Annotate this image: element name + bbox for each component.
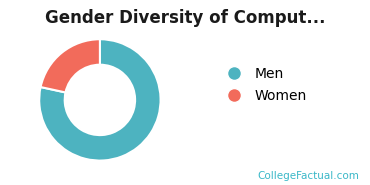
Legend: Men, Women: Men, Women xyxy=(214,61,312,109)
Wedge shape xyxy=(39,39,161,161)
Wedge shape xyxy=(41,39,100,92)
Text: Gender Diversity of Comput...: Gender Diversity of Comput... xyxy=(45,9,325,27)
Text: 78.4%: 78.4% xyxy=(87,115,128,128)
Text: CollegeFactual.com: CollegeFactual.com xyxy=(257,171,359,181)
